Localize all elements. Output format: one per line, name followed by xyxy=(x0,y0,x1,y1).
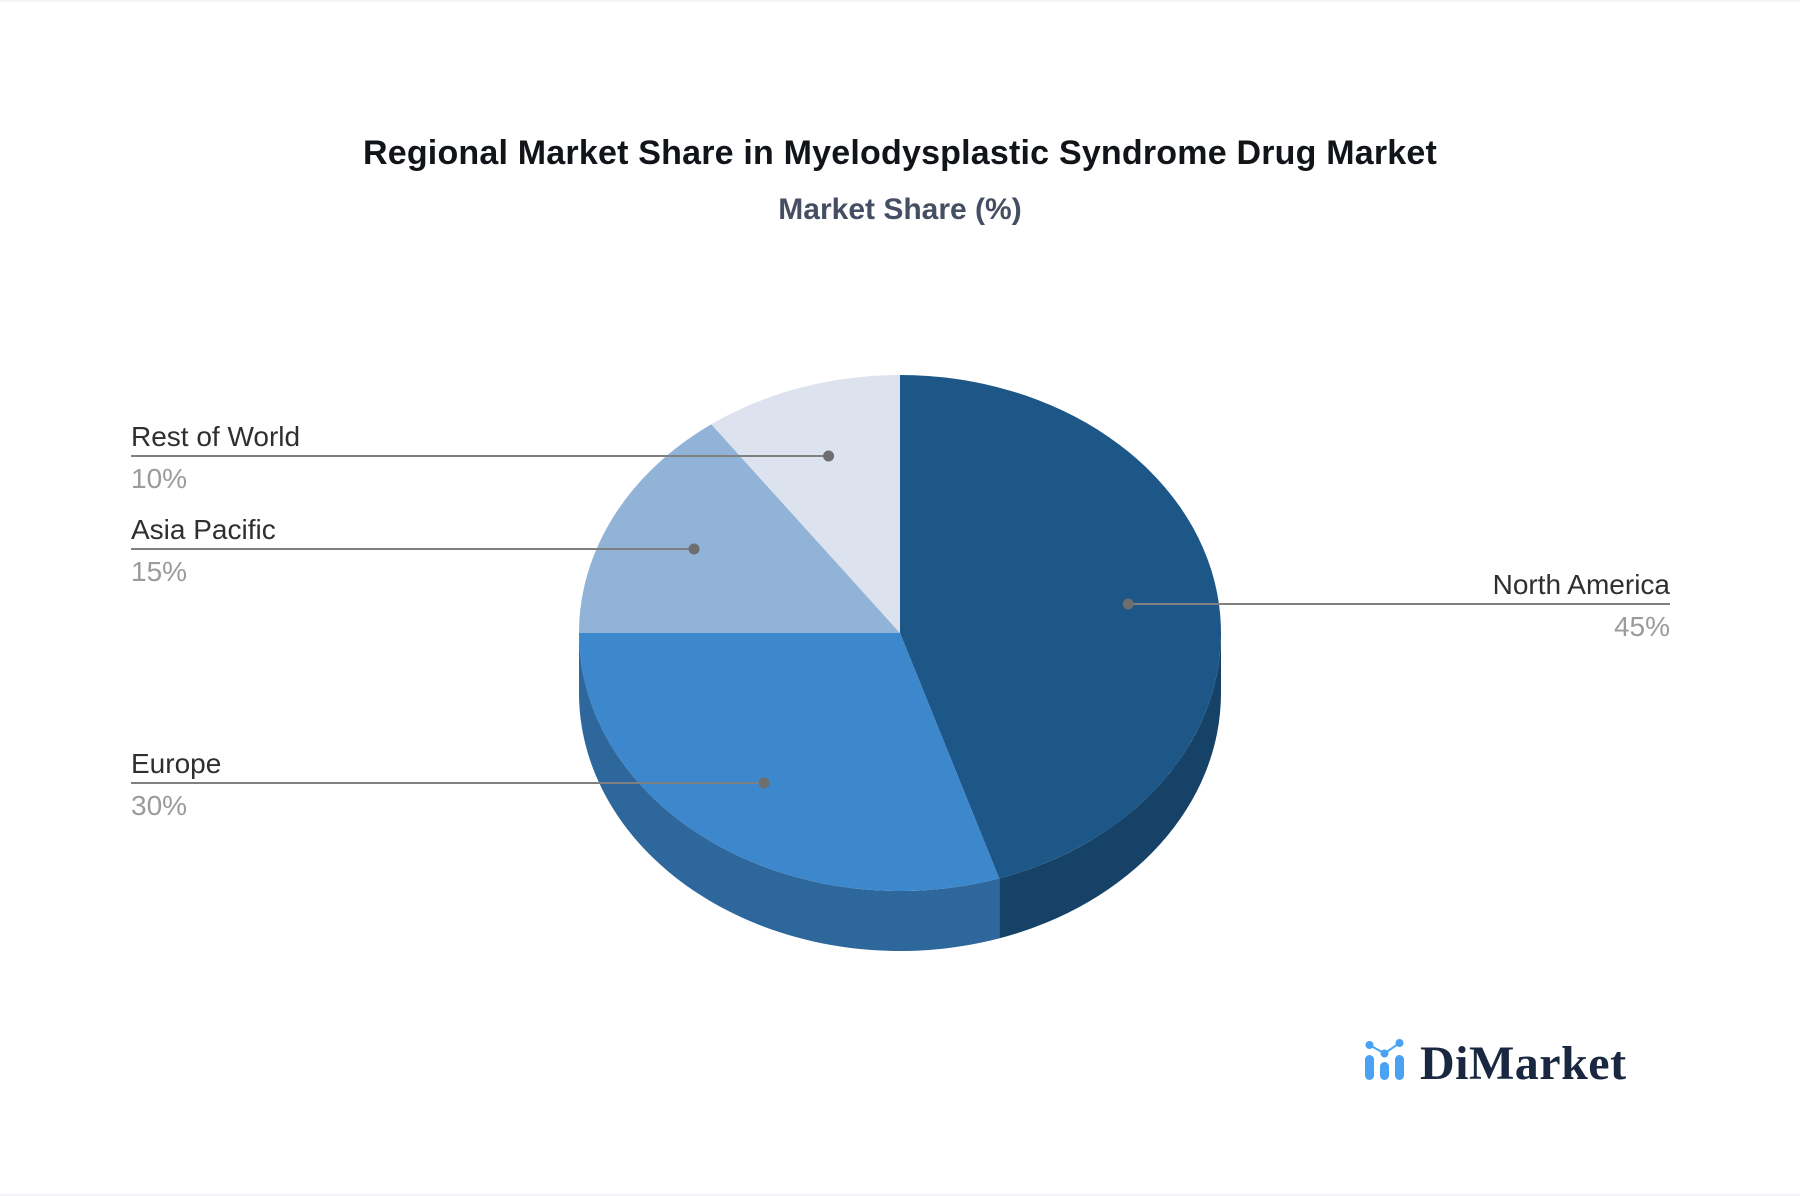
page-subtitle: Market Share (%) xyxy=(778,193,1022,226)
bottom-edge-divider xyxy=(0,1194,1800,1196)
slice-label-value: 30% xyxy=(131,790,188,821)
leader-dot-rest-of-world xyxy=(823,450,835,462)
top-edge-divider xyxy=(0,0,1800,2)
slice-label-value: 45% xyxy=(1613,611,1670,642)
slice-label-rest-of-world: Rest of World 10% xyxy=(131,422,300,494)
page-title: Regional Market Share in Myelodysplastic… xyxy=(362,134,1438,172)
leader-dot-north-america xyxy=(1122,598,1134,610)
slice-label-name: Asia Pacific xyxy=(131,514,276,545)
slice-label-name: Europe xyxy=(131,748,222,779)
pie-slice-rest-of-world[interactable] xyxy=(711,375,900,633)
pie-slice-europe[interactable] xyxy=(578,633,1000,891)
brand-logo: DiMarket xyxy=(1364,1038,1627,1088)
slice-label-value: 15% xyxy=(131,556,188,587)
slice-label-name: North America xyxy=(1492,569,1670,600)
slice-label-name: Rest of World xyxy=(131,421,301,452)
slice-label-north-america: North America 45% xyxy=(1493,570,1670,642)
leader-dot-europe xyxy=(758,777,770,789)
bar-line-chart-icon xyxy=(1365,1039,1404,1080)
slice-label-value: 10% xyxy=(131,463,188,494)
pie-slice-side-north-america xyxy=(999,633,1221,939)
leader-dot-asia-pacific xyxy=(688,543,700,555)
pie-slice-asia-pacific[interactable] xyxy=(579,424,900,633)
slice-label-asia-pacific: Asia Pacific 15% xyxy=(131,515,276,587)
slice-label-europe: Europe 30% xyxy=(131,749,221,821)
pie-slice-north-america[interactable] xyxy=(900,375,1221,879)
brand-name: DiMarket xyxy=(1420,1037,1627,1090)
pie-slice-side-europe xyxy=(578,633,1000,951)
